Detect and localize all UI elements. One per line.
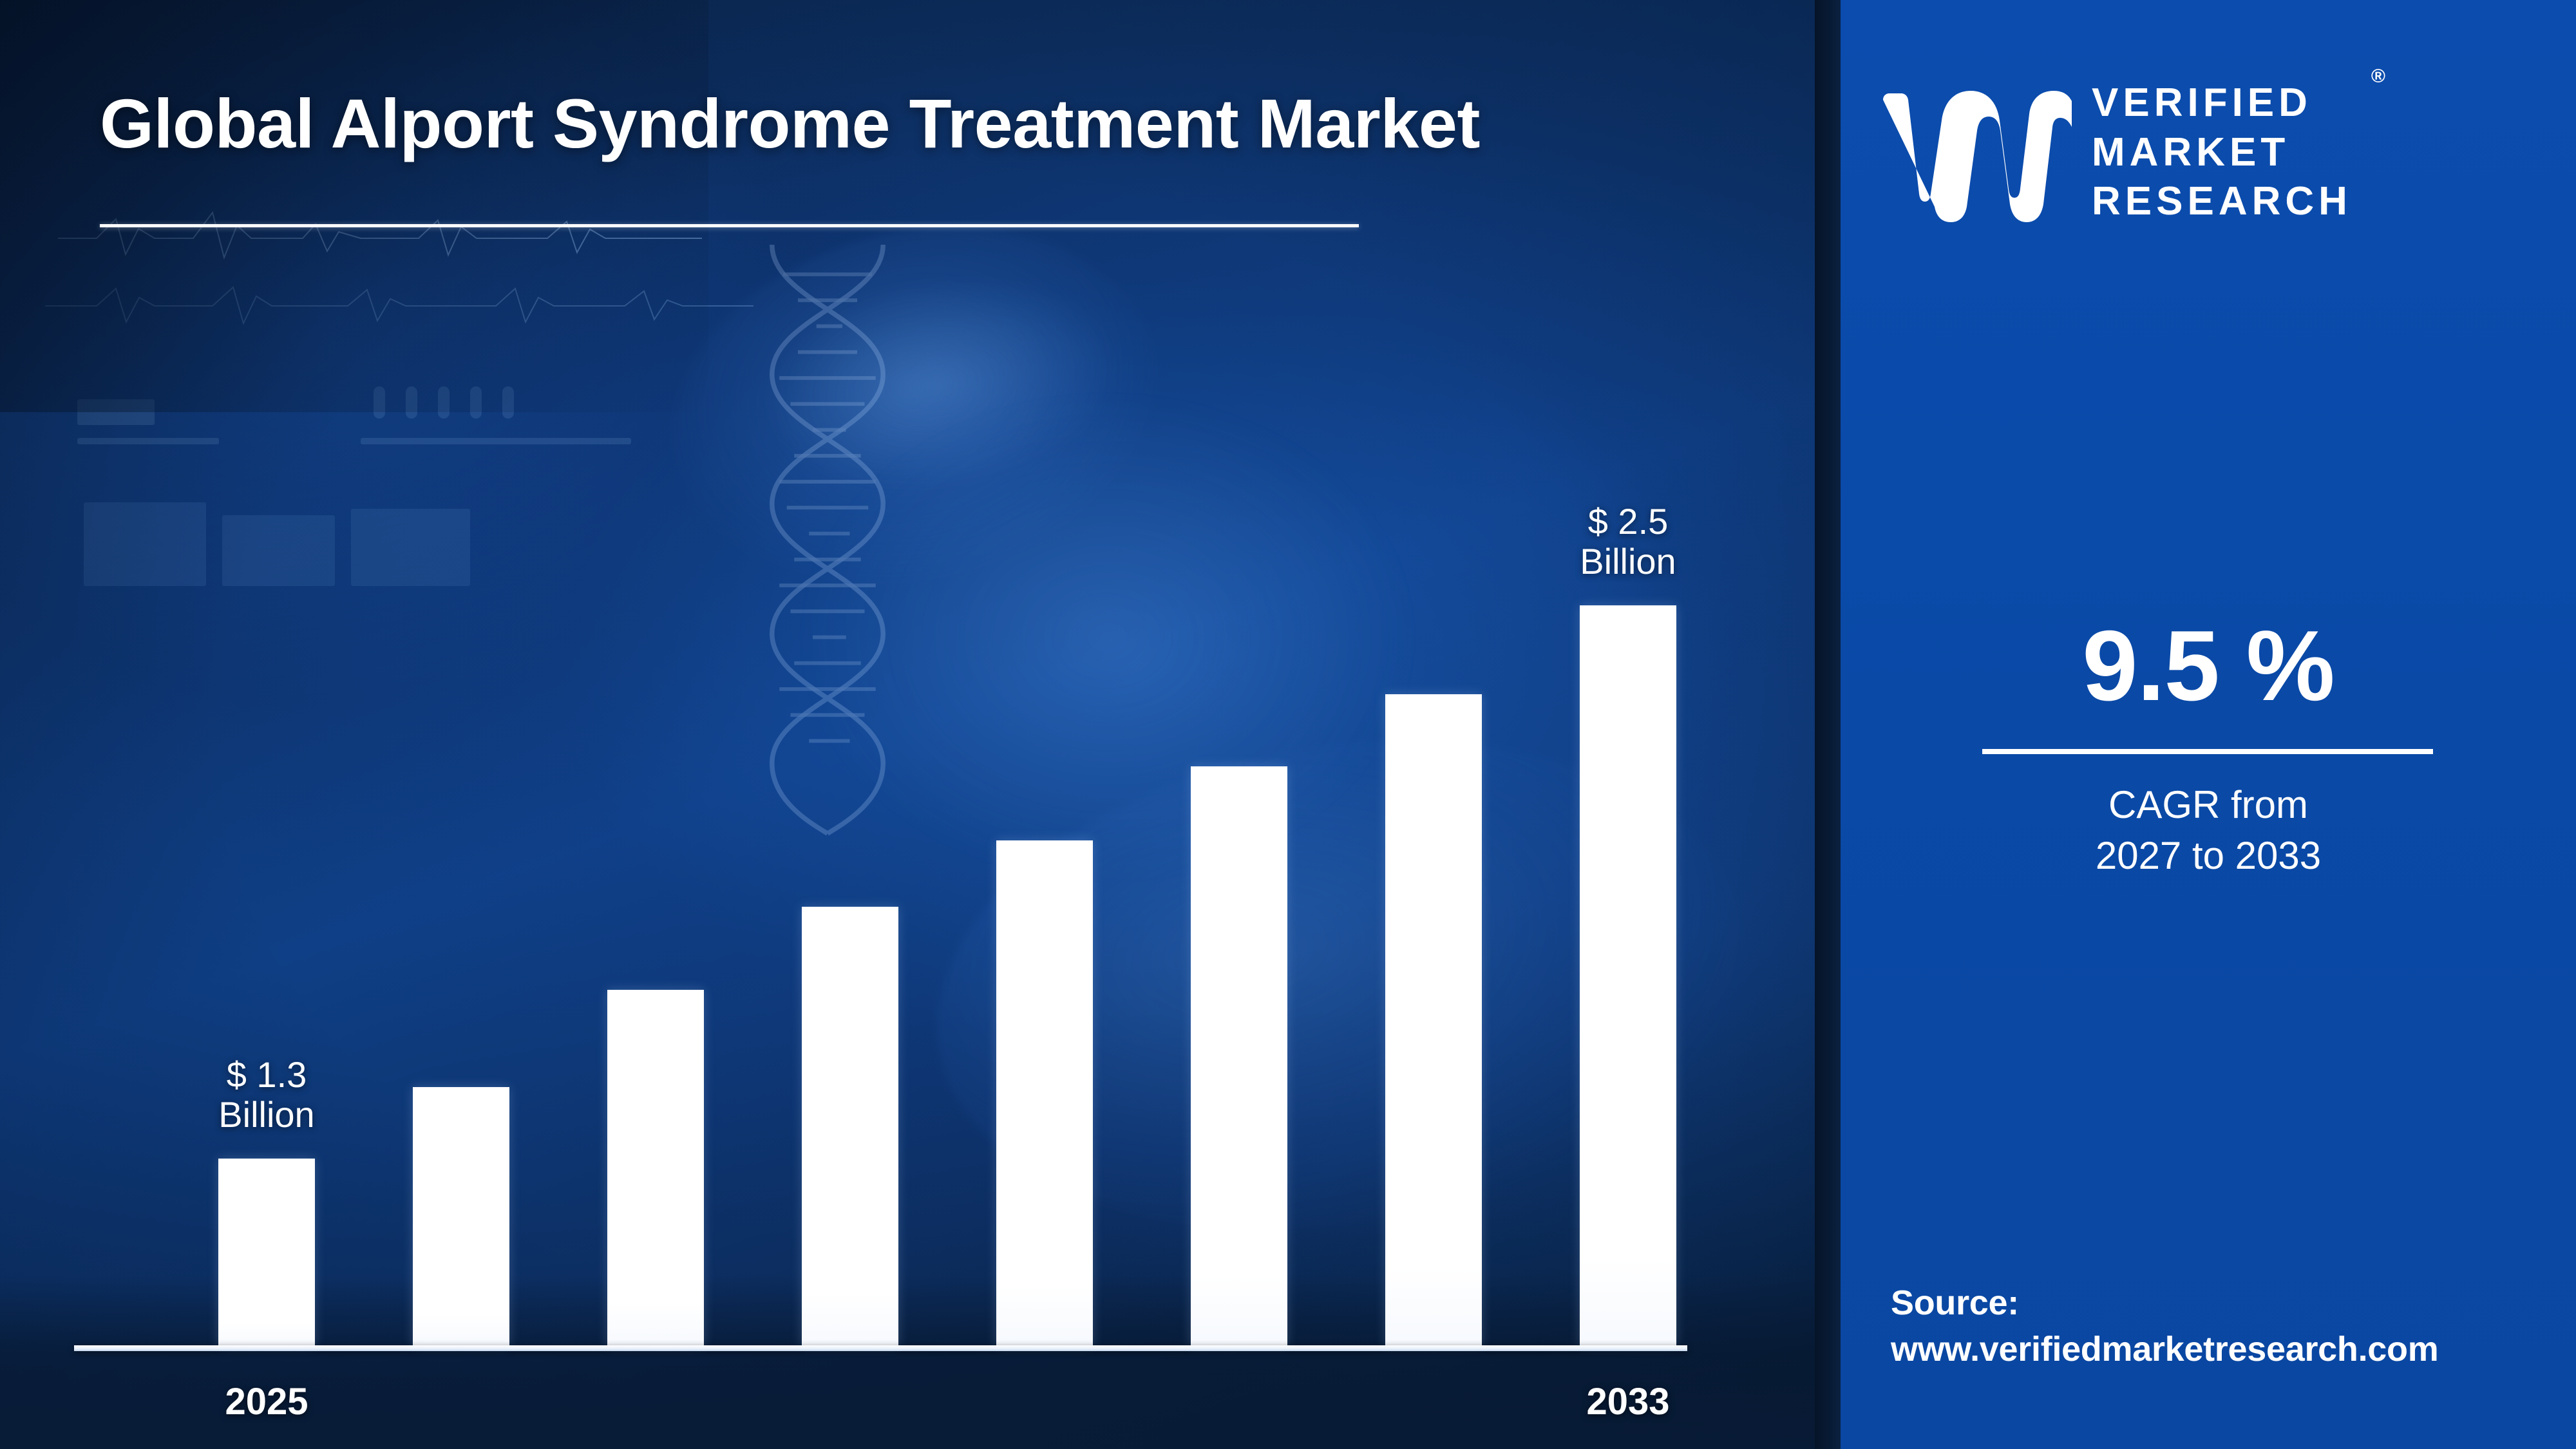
panel-divider [1815, 0, 1841, 1449]
title-underline [100, 224, 1359, 227]
x-axis-tick-2025: 2025 [225, 1381, 308, 1423]
cagr-caption: CAGR from 2027 to 2033 [1841, 779, 2576, 881]
ghost-person-icon [438, 386, 450, 419]
cagr-caption-line-2: 2027 to 2033 [2095, 834, 2322, 878]
source-url[interactable]: www.verifiedmarketresearch.com [1891, 1330, 2439, 1369]
ghost-person-icon [470, 386, 482, 419]
cagr-value: 9.5 % [2082, 610, 2334, 721]
ghost-bar [361, 438, 631, 444]
bar-2025 [218, 1159, 315, 1346]
page-title: Global Alport Syndrome Treatment Market [100, 84, 1480, 162]
bar-chart-plot-area: $ 1.3 Billion $ 2.5 Billion 2025 2033 [164, 500, 1731, 1423]
bar-2026 [413, 1087, 509, 1346]
brand-line-research: RESEARCH [2092, 179, 2352, 224]
brand-logo: VERIFIED MARKET RESEARCH ® [1879, 58, 2543, 245]
vm-monogram-icon [1883, 91, 2072, 222]
brand-wordmark: VERIFIED MARKET RESEARCH ® [2092, 66, 2385, 227]
ecg-waveform-secondary-icon [45, 286, 753, 325]
top-left-shading [0, 0, 708, 412]
bar-2030 [1191, 766, 1287, 1346]
gloved-hand-fingers-highlight [746, 252, 1134, 514]
dna-helix-icon [770, 245, 886, 836]
bar-value-label-2033: $ 2.5 Billion [1525, 500, 1731, 582]
panel-vignette [0, 0, 1839, 1449]
x-axis-line [74, 1345, 1687, 1351]
ghost-panel [222, 515, 335, 586]
gloved-hand-lower-silhouette [901, 687, 1778, 1284]
chart-panel: Global Alport Syndrome Treatment Market … [0, 0, 1839, 1449]
ecg-waveform-icon [58, 211, 702, 260]
bar-value-unit: Billion [218, 1094, 315, 1135]
bar-value-unit: Billion [1580, 541, 1676, 582]
gloved-hand-upper-silhouette [634, 178, 1195, 634]
registered-trademark-icon: ® [2371, 65, 2385, 87]
bar-value-amount: $ 1.3 [226, 1054, 307, 1095]
ghost-panel [351, 509, 470, 586]
bar-2027 [607, 990, 704, 1346]
ghost-panel [84, 502, 206, 586]
x-axis-tick-2033: 2033 [1586, 1381, 1670, 1423]
bottom-shading [0, 1275, 1839, 1449]
bar-value-amount: $ 2.5 [1587, 500, 1669, 542]
ghost-person-icon [374, 386, 385, 419]
ghost-badge [77, 399, 155, 425]
bar-2029 [996, 840, 1093, 1346]
bar-2031 [1385, 694, 1482, 1346]
source-label: Source: [1891, 1283, 2019, 1323]
cagr-underline [1982, 749, 2433, 754]
brand-panel: VERIFIED MARKET RESEARCH ® 9.5 % CAGR fr… [1841, 0, 2576, 1449]
brand-line-market: MARKET [2092, 129, 2290, 175]
source-credit: Source: www.verifiedmarketresearch.com [1891, 1280, 2439, 1373]
center-glow [792, 386, 1423, 889]
bar-value-label-2025: $ 1.3 Billion [164, 1054, 370, 1135]
bar-2033 [1580, 605, 1676, 1346]
bar-2028 [802, 907, 898, 1346]
cagr-caption-line-1: CAGR from [2108, 783, 2309, 826]
brand-line-verified: VERIFIED [2092, 80, 2312, 125]
bar-chart: $ 1.3 Billion $ 2.5 Billion 2025 2033 [74, 500, 1731, 1423]
ghost-bar [77, 438, 219, 444]
ghost-person-icon [502, 386, 514, 419]
ghost-person-icon [406, 386, 417, 419]
